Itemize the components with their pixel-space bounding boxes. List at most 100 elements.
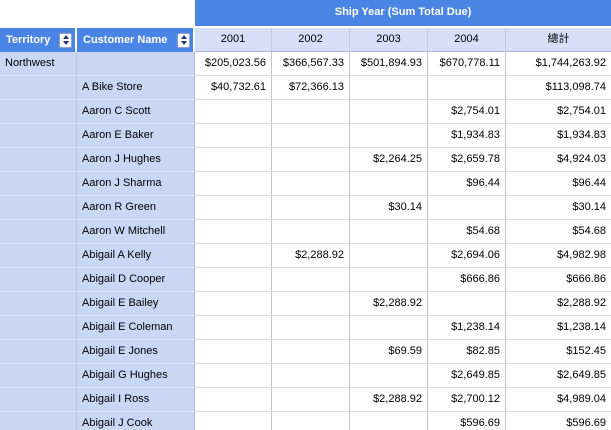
territory-cell [0, 220, 77, 244]
table-row: Aaron R Green $30.14 $30.14 [0, 196, 611, 220]
table-row: Aaron J Sharma $96.44 $96.44 [0, 172, 611, 196]
value-cell-2004: $2,694.06 [428, 244, 506, 268]
table-row: Abigail E Jones $69.59 $82.85 $152.45 [0, 340, 611, 364]
territory-cell [0, 316, 77, 340]
table-row: Abigail E Bailey $2,288.92 $2,288.92 [0, 292, 611, 316]
customer-cell: Abigail E Bailey [77, 292, 195, 316]
value-cell-2004: $1,934.83 [428, 124, 506, 148]
top-left-spacer [0, 0, 195, 28]
value-cell-2004: $96.44 [428, 172, 506, 196]
customer-cell: Aaron R Green [77, 196, 195, 220]
sort-desc-icon [62, 41, 69, 45]
value-cell-2001: $205,023.56 [195, 52, 272, 76]
year-column-header[interactable]: 2002 [272, 28, 350, 52]
value-cell-2004: $2,700.12 [428, 388, 506, 412]
value-cell-2002 [272, 292, 350, 316]
table-row: Abigail I Ross $2,288.92 $2,700.12 $4,98… [0, 388, 611, 412]
table-row: Abigail E Coleman $1,238.14 $1,238.14 [0, 316, 611, 340]
value-cell-2003 [350, 124, 428, 148]
value-cell-2001 [195, 340, 272, 364]
value-cell-grand-total: $54.68 [506, 220, 611, 244]
year-column-header[interactable]: 2004 [428, 28, 506, 52]
value-cell-2004: $666.86 [428, 268, 506, 292]
value-cell-2001 [195, 100, 272, 124]
year-column-header[interactable]: 總計 [506, 28, 611, 52]
value-cell-2003: $501,894.93 [350, 52, 428, 76]
territory-cell [0, 388, 77, 412]
customer-cell: Abigail D Cooper [77, 268, 195, 292]
value-cell-grand-total: $666.86 [506, 268, 611, 292]
table-row: Abigail G Hughes $2,649.85 $2,649.85 [0, 364, 611, 388]
column-group-header[interactable]: Ship Year (Sum Total Due) [195, 0, 611, 28]
customer-cell: Abigail G Hughes [77, 364, 195, 388]
territory-cell [0, 244, 77, 268]
value-cell-2003: $2,264.25 [350, 148, 428, 172]
value-cell-2001 [195, 124, 272, 148]
value-cell-2002 [272, 268, 350, 292]
value-cell-2002 [272, 412, 350, 430]
value-cell-2003 [350, 244, 428, 268]
year-column-header[interactable]: 2001 [195, 28, 272, 52]
value-cell-2003 [350, 172, 428, 196]
value-cell-grand-total: $113,098.74 [506, 76, 611, 100]
value-cell-2003 [350, 76, 428, 100]
column-field-band: Ship Year (Sum Total Due) [0, 0, 611, 28]
value-cell-2002 [272, 316, 350, 340]
header-row: Territory Customer Name 2001 2002 2003 2… [0, 28, 611, 52]
customer-cell: Abigail E Jones [77, 340, 195, 364]
value-cell-grand-total: $1,744,263.92 [506, 52, 611, 76]
customer-name-field-label: Customer Name [83, 34, 168, 46]
territory-cell [0, 412, 77, 430]
value-cell-2001 [195, 388, 272, 412]
year-column-header[interactable]: 2003 [350, 28, 428, 52]
value-cell-2004 [428, 292, 506, 316]
value-cell-2001 [195, 172, 272, 196]
sort-asc-icon [180, 35, 187, 39]
table-row: Abigail J Cook $596.69 $596.69 [0, 412, 611, 430]
value-cell-2001 [195, 412, 272, 430]
table-row: Northwest $205,023.56 $366,567.33 $501,8… [0, 52, 611, 76]
customer-cell [77, 52, 195, 76]
table-row: Aaron E Baker $1,934.83 $1,934.83 [0, 124, 611, 148]
customer-cell: Aaron W Mitchell [77, 220, 195, 244]
value-cell-grand-total: $96.44 [506, 172, 611, 196]
value-cell-2004: $2,649.85 [428, 364, 506, 388]
value-cell-grand-total: $1,934.83 [506, 124, 611, 148]
customer-name-field-header[interactable]: Customer Name [77, 28, 195, 52]
territory-cell [0, 196, 77, 220]
territory-field-header[interactable]: Territory [0, 28, 77, 52]
table-row: A Bike Store $40,732.61 $72,366.13 $113,… [0, 76, 611, 100]
value-cell-2003 [350, 364, 428, 388]
table-row: Aaron C Scott $2,754.01 $2,754.01 [0, 100, 611, 124]
value-cell-2004: $2,754.01 [428, 100, 506, 124]
value-cell-2004: $2,659.78 [428, 148, 506, 172]
territory-cell [0, 292, 77, 316]
value-cell-2003 [350, 316, 428, 340]
value-cell-2003: $30.14 [350, 196, 428, 220]
value-cell-2003 [350, 412, 428, 430]
value-cell-2004 [428, 76, 506, 100]
value-cell-2001 [195, 196, 272, 220]
value-cell-2002 [272, 340, 350, 364]
territory-cell [0, 76, 77, 100]
value-cell-2001 [195, 148, 272, 172]
table-body: Northwest $205,023.56 $366,567.33 $501,8… [0, 52, 611, 430]
customer-cell: A Bike Store [77, 76, 195, 100]
value-cell-grand-total: $4,924.03 [506, 148, 611, 172]
customer-name-sort-button[interactable] [177, 32, 190, 48]
table-row: Aaron W Mitchell $54.68 $54.68 [0, 220, 611, 244]
value-cell-2002 [272, 148, 350, 172]
value-cell-2002 [272, 100, 350, 124]
territory-field-label: Territory [6, 34, 51, 46]
value-cell-2002 [272, 388, 350, 412]
value-cell-2001 [195, 364, 272, 388]
value-cell-2004: $596.69 [428, 412, 506, 430]
territory-sort-button[interactable] [59, 32, 72, 48]
value-cell-2004: $670,778.11 [428, 52, 506, 76]
sort-desc-icon [180, 41, 187, 45]
territory-cell [0, 148, 77, 172]
value-cell-grand-total: $2,754.01 [506, 100, 611, 124]
value-cell-2003 [350, 100, 428, 124]
customer-cell: Aaron C Scott [77, 100, 195, 124]
customer-cell: Abigail E Coleman [77, 316, 195, 340]
